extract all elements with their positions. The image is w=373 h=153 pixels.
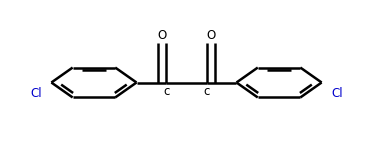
Text: O: O: [157, 29, 167, 42]
Text: c: c: [204, 85, 210, 98]
Text: Cl: Cl: [331, 87, 342, 99]
Text: O: O: [206, 29, 216, 42]
Text: Cl: Cl: [31, 87, 42, 99]
Text: c: c: [163, 85, 169, 98]
